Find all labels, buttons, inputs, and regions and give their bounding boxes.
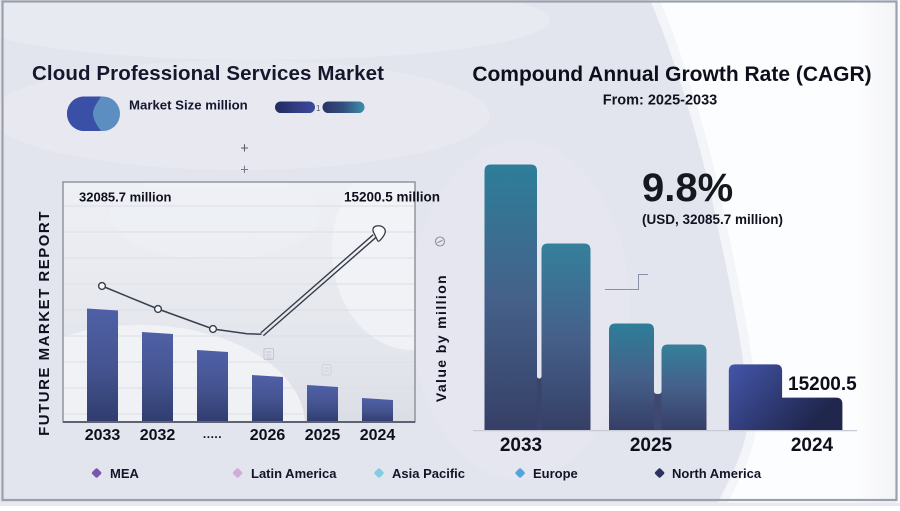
svg-text:2033: 2033 — [85, 427, 121, 444]
svg-text:2025: 2025 — [630, 435, 673, 456]
svg-text:+: + — [240, 163, 248, 179]
svg-text:From: 2025-2033: From: 2025-2033 — [603, 93, 717, 109]
svg-text:Europe: Europe — [533, 466, 578, 481]
svg-text:+: + — [240, 141, 248, 157]
svg-text:2032: 2032 — [140, 427, 176, 444]
svg-text:Cloud Professional Services M: Cloud Professional Services Market — [32, 62, 384, 85]
svg-text:2026: 2026 — [250, 427, 286, 444]
svg-text:(USD, 32085.7 million): (USD, 32085.7 million) — [642, 212, 783, 227]
svg-text:Asia Pacific: Asia Pacific — [392, 466, 465, 481]
svg-text:1: 1 — [316, 104, 321, 113]
svg-text:FUTURE MARKET REPORT: FUTURE MARKET REPORT — [36, 210, 53, 436]
svg-text:.....: ..... — [203, 427, 222, 441]
svg-text:2024: 2024 — [791, 435, 834, 456]
svg-text:North America: North America — [672, 466, 762, 481]
svg-text:Latin America: Latin America — [251, 466, 337, 481]
svg-text:MEA: MEA — [110, 466, 140, 481]
svg-text:Compound Annual Growth Rate (C: Compound Annual Growth Rate (CAGR) — [472, 63, 871, 86]
svg-text:Value by million: Value by million — [433, 274, 449, 402]
svg-text:2024: 2024 — [360, 427, 396, 444]
svg-text:Market Size million: Market Size million — [129, 98, 248, 113]
svg-text:2025: 2025 — [305, 427, 341, 444]
svg-text:32085.7 million: 32085.7 million — [79, 190, 172, 205]
svg-text:15200.5: 15200.5 — [788, 374, 857, 395]
svg-text:2033: 2033 — [500, 435, 542, 456]
svg-text:15200.5 million: 15200.5 million — [344, 190, 440, 205]
svg-text:9.8%: 9.8% — [642, 166, 733, 210]
